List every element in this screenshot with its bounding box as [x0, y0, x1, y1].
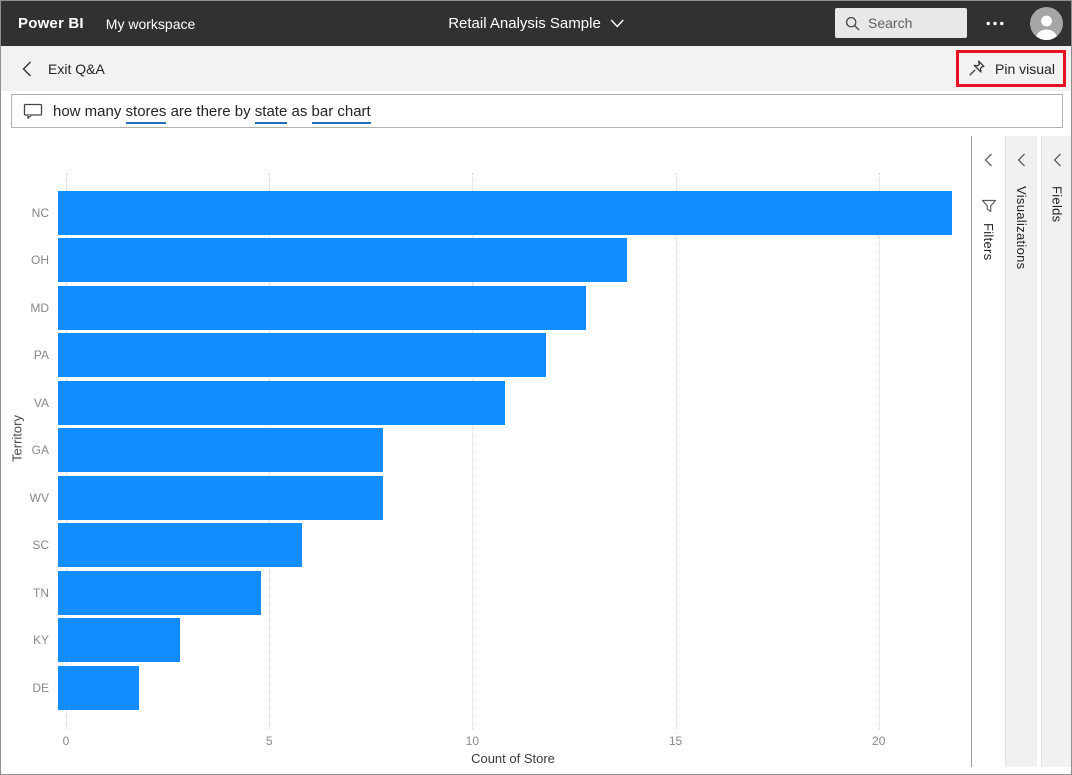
bar-row: KY [1, 617, 960, 665]
bar-track [58, 238, 952, 283]
bar-row: PA [1, 332, 960, 380]
category-label: MD [30, 300, 49, 315]
expand-fields-icon[interactable] [1053, 153, 1062, 171]
chevron-left-icon [22, 60, 32, 77]
bar-row: DE [1, 664, 960, 712]
x-tick-label: 20 [872, 734, 886, 748]
bar-row: VA [1, 379, 960, 427]
bar-track [58, 380, 952, 425]
bar-row: TN [1, 569, 960, 617]
bar-track [58, 665, 952, 710]
pin-icon [967, 59, 986, 78]
bar-track [58, 475, 952, 520]
bar-chart: Territory NC OH MD PA VA GA WV SC TN KY DE 0 5 10 15 2… [1, 136, 971, 767]
category-label: GA [31, 443, 49, 458]
bar-row: WV [1, 474, 960, 522]
pin-visual-button[interactable]: Pin visual [956, 50, 1066, 87]
bar[interactable] [58, 238, 627, 283]
pin-visual-label: Pin visual [995, 60, 1055, 77]
x-axis-title: Count of Store [471, 751, 555, 766]
gridline [675, 173, 677, 729]
bar-row: NC [1, 189, 960, 237]
category-label: PA [33, 348, 49, 363]
filters-pane: Filters [972, 136, 1005, 767]
gridline [878, 173, 880, 729]
report-title: Retail Analysis Sample [448, 15, 601, 32]
x-tick-label: 10 [465, 734, 480, 748]
bar[interactable] [58, 285, 587, 330]
bar-track [58, 570, 952, 615]
filters-pane-title[interactable]: Filters [981, 223, 996, 261]
expand-filters-icon[interactable] [984, 153, 993, 171]
bar-row: SC [1, 522, 960, 570]
category-label: TN [33, 585, 49, 600]
report-title-dropdown[interactable]: Retail Analysis Sample [448, 15, 624, 32]
bar-track [58, 333, 952, 378]
category-label: VA [33, 395, 49, 410]
workspace-link[interactable]: My workspace [105, 15, 196, 32]
category-label: KY [32, 633, 49, 648]
speech-bubble-icon [23, 102, 43, 120]
bar-track [58, 523, 952, 568]
chevron-down-icon [610, 19, 624, 28]
bar-track [58, 428, 952, 473]
qna-question-text: how many stores are there by state as ba… [53, 102, 371, 124]
bar[interactable] [58, 190, 952, 235]
gridline [472, 173, 474, 729]
bar[interactable] [58, 570, 262, 615]
x-tick-label: 5 [265, 734, 273, 748]
bar[interactable] [58, 475, 384, 520]
chart-panel-divider [971, 136, 972, 767]
bar[interactable] [58, 523, 302, 568]
bar[interactable] [58, 618, 180, 663]
category-label: NC [31, 205, 49, 220]
bar-rows: NC OH MD PA VA GA WV SC TN KY DE [1, 189, 960, 712]
category-label: DE [32, 680, 49, 695]
category-label: OH [31, 253, 49, 268]
search-placeholder: Search [868, 15, 913, 31]
x-tick-label: 15 [668, 734, 683, 748]
exit-qna-label: Exit Q&A [48, 60, 105, 77]
visualizations-pane: Visualizations [1005, 136, 1039, 767]
bar-track [58, 190, 952, 235]
search-input[interactable]: Search [835, 8, 967, 38]
bar[interactable] [58, 428, 384, 473]
app-topbar: Power BI My workspace Retail Analysis Sa… [1, 1, 1071, 46]
more-options-button[interactable] [983, 1, 1007, 46]
fields-pane-title[interactable]: Fields [1049, 186, 1065, 223]
qna-question-input[interactable]: how many stores are there by state as ba… [11, 94, 1063, 128]
x-tick-label: 0 [62, 734, 70, 748]
powerbi-logo[interactable]: Power BI [18, 15, 84, 32]
qna-row: how many stores are there by state as ba… [1, 91, 1071, 136]
bar-row: GA [1, 427, 960, 475]
bar-row: MD [1, 284, 960, 332]
bar-track [58, 285, 952, 330]
avatar[interactable] [1030, 7, 1063, 40]
visualizations-pane-title[interactable]: Visualizations [1014, 186, 1029, 270]
bar[interactable] [58, 380, 505, 425]
bar[interactable] [58, 333, 546, 378]
expand-visualizations-icon[interactable] [1017, 153, 1026, 171]
category-label: SC [32, 538, 49, 553]
exit-qna-button[interactable]: Exit Q&A [22, 61, 105, 77]
qna-toolbar: Exit Q&A Pin visual [1, 46, 1071, 91]
bar-track [58, 618, 952, 663]
fields-pane: Fields [1041, 136, 1071, 767]
bar-row: OH [1, 237, 960, 285]
bar[interactable] [58, 665, 140, 710]
search-icon [845, 16, 860, 31]
x-axis-ticks: 0 5 10 15 20 [62, 734, 960, 748]
category-label: WV [29, 490, 49, 505]
filter-funnel-icon [981, 198, 997, 214]
